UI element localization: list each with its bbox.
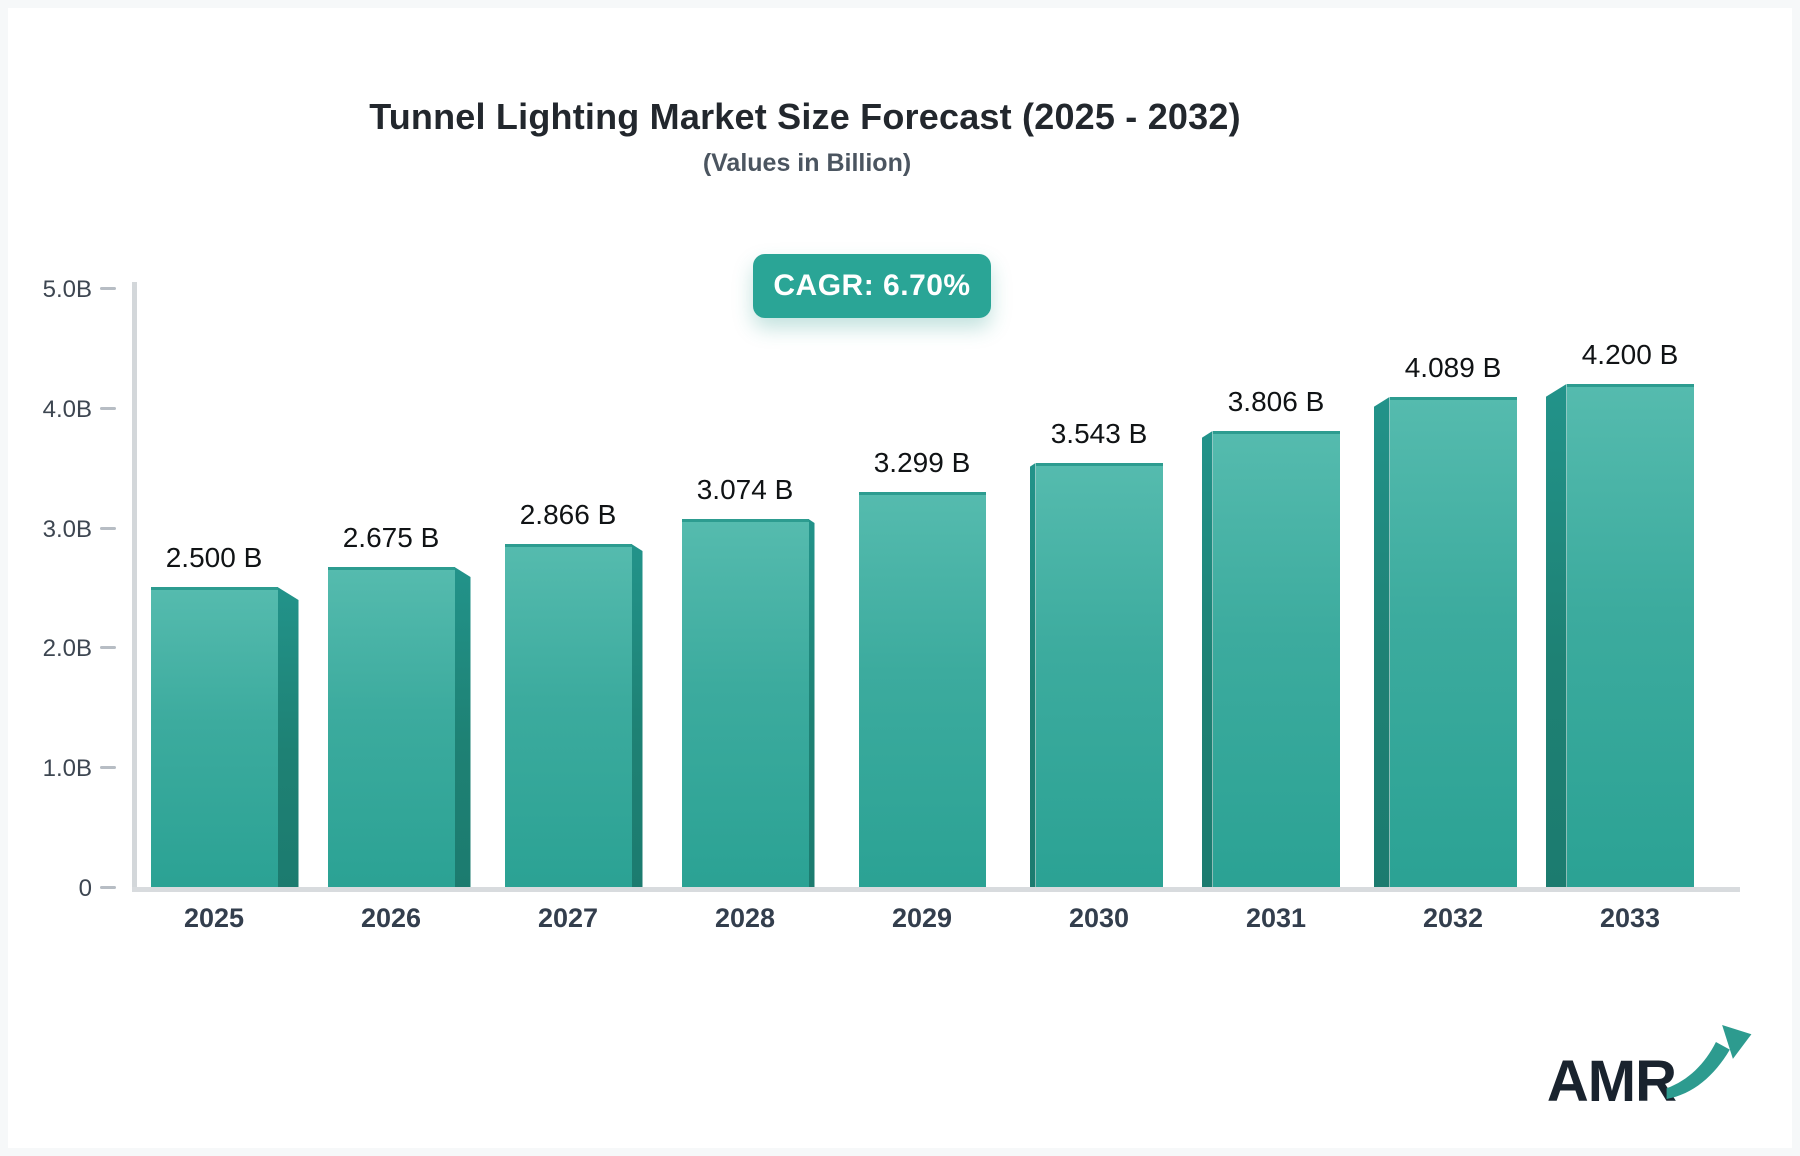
x-axis-label: 2031	[1245, 903, 1307, 933]
x-axis-label: 2026	[360, 903, 422, 933]
cagr-badge: CAGR: 6.70%	[753, 254, 991, 318]
y-axis-tick	[100, 287, 116, 290]
x-axis-label: 2032	[1422, 903, 1484, 933]
y-axis-tick	[100, 766, 116, 770]
x-axis-label: 2027	[537, 903, 599, 933]
bar	[504, 544, 632, 887]
chart-card: Tunnel Lighting Market Size Forecast (20…	[8, 8, 1792, 1148]
bar-side-3d	[1201, 431, 1213, 887]
y-axis-tick	[100, 646, 116, 650]
x-axis-label: 2025	[183, 903, 245, 933]
bar-side-3d	[631, 544, 643, 887]
bar-side-3d	[277, 587, 299, 887]
bar	[681, 519, 809, 887]
bar-value-label: 3.543 B	[1050, 418, 1148, 449]
y-axis-tick-label: 3.0B	[42, 515, 92, 543]
chart-title: Tunnel Lighting Market Size Forecast (20…	[369, 96, 1241, 137]
x-axis-label: 2028	[714, 903, 776, 933]
bar-value-label: 2.500 B	[165, 542, 263, 573]
y-axis-tick-label: 1.0B	[42, 755, 92, 783]
bar-value-label: 3.299 B	[873, 447, 971, 478]
y-axis-line	[132, 282, 137, 892]
y-axis-tick	[100, 406, 116, 410]
y-axis-tick-label: 4.0B	[42, 395, 92, 423]
bar-value-label: 3.806 B	[1227, 386, 1325, 417]
bar	[1566, 384, 1694, 887]
bar-value-label: 4.200 B	[1581, 339, 1679, 370]
y-axis-tick-label: 2.0B	[42, 635, 92, 663]
x-axis-line	[132, 887, 1740, 892]
y-axis-tick	[100, 886, 116, 889]
bar-value-label: 3.074 B	[696, 474, 794, 505]
cagr-badge-label: CAGR: 6.70%	[773, 269, 971, 302]
bar-value-label: 2.675 B	[342, 522, 440, 553]
amr-logo-text: AMR	[1546, 1049, 1677, 1115]
x-axis-label: 2030	[1068, 903, 1130, 933]
trend-arrow-icon	[1666, 1025, 1752, 1104]
y-axis-tick	[100, 526, 116, 530]
bar	[1389, 397, 1517, 887]
x-axis-label: 2033	[1599, 903, 1661, 933]
bar	[1212, 431, 1340, 887]
bar-side-3d	[1373, 397, 1390, 887]
bar	[1035, 463, 1163, 887]
bar-side-3d	[808, 519, 815, 887]
y-axis-tick-label: 0	[78, 875, 92, 902]
bar-value-label: 4.089 B	[1404, 352, 1502, 383]
bar	[327, 567, 455, 887]
bar-side-3d	[1545, 384, 1567, 887]
chart-subtitle: (Values in Billion)	[702, 149, 912, 177]
x-axis-label: 2029	[891, 903, 953, 933]
plot-area: 5.0B 4.0B 3.0B 2.0B 1.0B 0 2.500 B 2025 2.675 B 2…	[8, 8, 1792, 1148]
bar-side-3d	[1029, 463, 1036, 887]
amr-logo: AMR	[1546, 1025, 1752, 1115]
bar-value-label: 2.866 B	[519, 499, 617, 530]
bar	[150, 587, 278, 887]
bar-side-3d	[454, 567, 471, 887]
y-axis-tick-label: 5.0B	[42, 276, 92, 303]
bar	[858, 492, 986, 887]
